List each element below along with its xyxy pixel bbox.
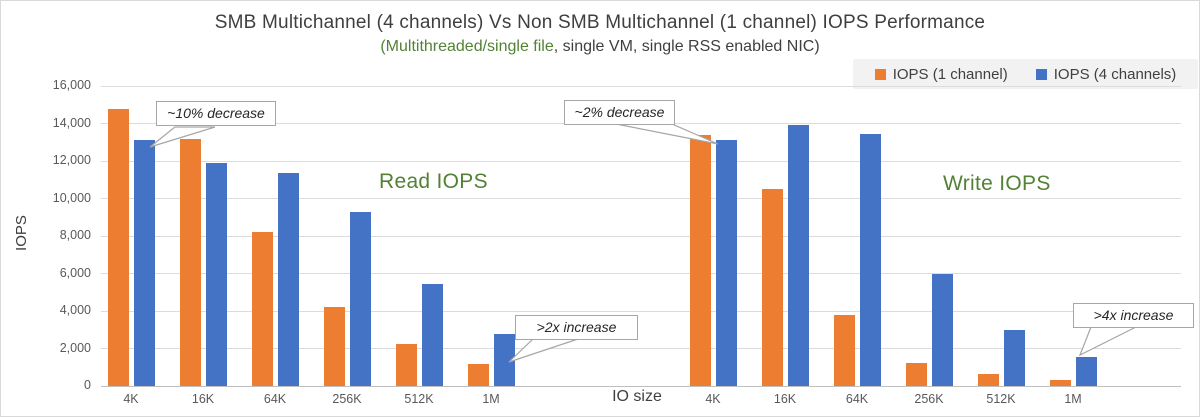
bar-write-4k-4ch bbox=[715, 140, 737, 386]
bar-write-512k-4ch bbox=[1003, 329, 1025, 386]
y-tick-label: 12,000 bbox=[52, 153, 91, 167]
bar-read-256k-1ch bbox=[323, 307, 345, 386]
chart-subtitle-rest: , single VM, single RSS enabled NIC) bbox=[553, 38, 820, 55]
bar-read-64k-1ch bbox=[251, 232, 273, 386]
x-category-label-read-16k: 16K bbox=[191, 392, 215, 406]
callout-4x-increase: >4x increase bbox=[1073, 303, 1194, 328]
bar-write-4k-1ch bbox=[689, 134, 711, 386]
bar-write-256k-1ch bbox=[905, 362, 927, 386]
x-category-label-read-64k: 64K bbox=[263, 392, 287, 406]
bar-read-1m-1ch bbox=[467, 364, 489, 386]
bar-write-1m-1ch bbox=[1049, 380, 1071, 386]
bar-read-256k-4ch bbox=[349, 211, 371, 386]
bar-read-4k-1ch bbox=[107, 108, 129, 386]
x-category-label-read-512k: 512K bbox=[404, 392, 434, 406]
legend-item-4-channels: IOPS (4 channels) bbox=[1035, 65, 1177, 83]
bar-read-16k-1ch bbox=[179, 138, 201, 386]
chart-title: SMB Multichannel (4 channels) Vs Non SMB… bbox=[214, 12, 986, 33]
y-tick-label: 14,000 bbox=[52, 115, 91, 130]
bar-write-256k-4ch bbox=[931, 273, 953, 386]
gridline bbox=[101, 85, 1181, 87]
bar-write-16k-4ch bbox=[787, 125, 809, 386]
bar-read-512k-1ch bbox=[395, 343, 417, 386]
x-axis-title: IO size bbox=[612, 388, 662, 405]
legend: IOPS (1 channel) IOPS (4 channels) bbox=[853, 59, 1198, 89]
x-category-label-read-1m: 1M bbox=[482, 392, 500, 406]
gridline bbox=[101, 160, 1181, 162]
y-tick-label: 4,000 bbox=[59, 303, 91, 317]
x-category-label-write-512k: 512K bbox=[986, 392, 1016, 406]
chart-subtitle: (Multithreaded/single file, single VM, s… bbox=[1, 38, 1199, 56]
x-category-label-read-256k: 256K bbox=[332, 392, 362, 406]
bar-write-1m-4ch bbox=[1075, 356, 1097, 386]
bar-write-64k-1ch bbox=[833, 314, 855, 386]
bar-write-512k-1ch bbox=[977, 373, 999, 386]
callout-2x-increase: >2x increase bbox=[515, 315, 638, 340]
chart-subtitle-highlight: (Multithreaded/single file bbox=[380, 38, 554, 55]
legend-label-1-channel: IOPS (1 channel) bbox=[892, 65, 1008, 83]
legend-swatch-orange-icon bbox=[874, 68, 886, 80]
bar-read-512k-4ch bbox=[421, 283, 443, 386]
write-iops-section-label: Write IOPS bbox=[943, 172, 1051, 195]
bar-write-16k-1ch bbox=[761, 189, 783, 386]
x-category-label-write-16k: 16K bbox=[773, 392, 797, 406]
x-category-label-write-4k: 4K bbox=[705, 392, 721, 406]
x-category-label-write-64k: 64K bbox=[845, 392, 869, 406]
callout-10pct-decrease: ~10% decrease bbox=[156, 101, 276, 126]
gridline bbox=[101, 235, 1181, 237]
gridline bbox=[101, 273, 1181, 274]
y-tick-label: 2,000 bbox=[59, 340, 91, 355]
x-category-label-write-256k: 256K bbox=[914, 392, 944, 406]
legend-swatch-blue-icon bbox=[1035, 68, 1047, 80]
legend-label-4-channels: IOPS (4 channels) bbox=[1053, 65, 1177, 83]
x-category-label-read-4k: 4K bbox=[123, 392, 139, 406]
y-tick-label: 0 bbox=[84, 378, 91, 392]
callout-2pct-decrease: ~2% decrease bbox=[564, 100, 675, 125]
y-tick-label: 6,000 bbox=[59, 265, 91, 280]
read-iops-section-label: Read IOPS bbox=[379, 170, 488, 193]
bar-read-64k-4ch bbox=[277, 173, 299, 386]
x-category-label-write-1m: 1M bbox=[1064, 392, 1082, 406]
y-tick-label: 10,000 bbox=[52, 190, 91, 205]
gridline bbox=[101, 310, 1181, 312]
bar-read-16k-4ch bbox=[205, 162, 227, 386]
bar-write-64k-4ch bbox=[859, 133, 881, 386]
y-tick-label: 8,000 bbox=[59, 228, 91, 242]
gridline bbox=[101, 348, 1181, 349]
bar-read-1m-4ch bbox=[493, 333, 515, 386]
gridline bbox=[101, 198, 1181, 199]
x-axis-line bbox=[101, 385, 1181, 387]
bar-read-4k-4ch bbox=[133, 140, 155, 386]
y-tick-label: 16,000 bbox=[52, 78, 91, 92]
legend-item-1-channel: IOPS (1 channel) bbox=[874, 65, 1008, 83]
